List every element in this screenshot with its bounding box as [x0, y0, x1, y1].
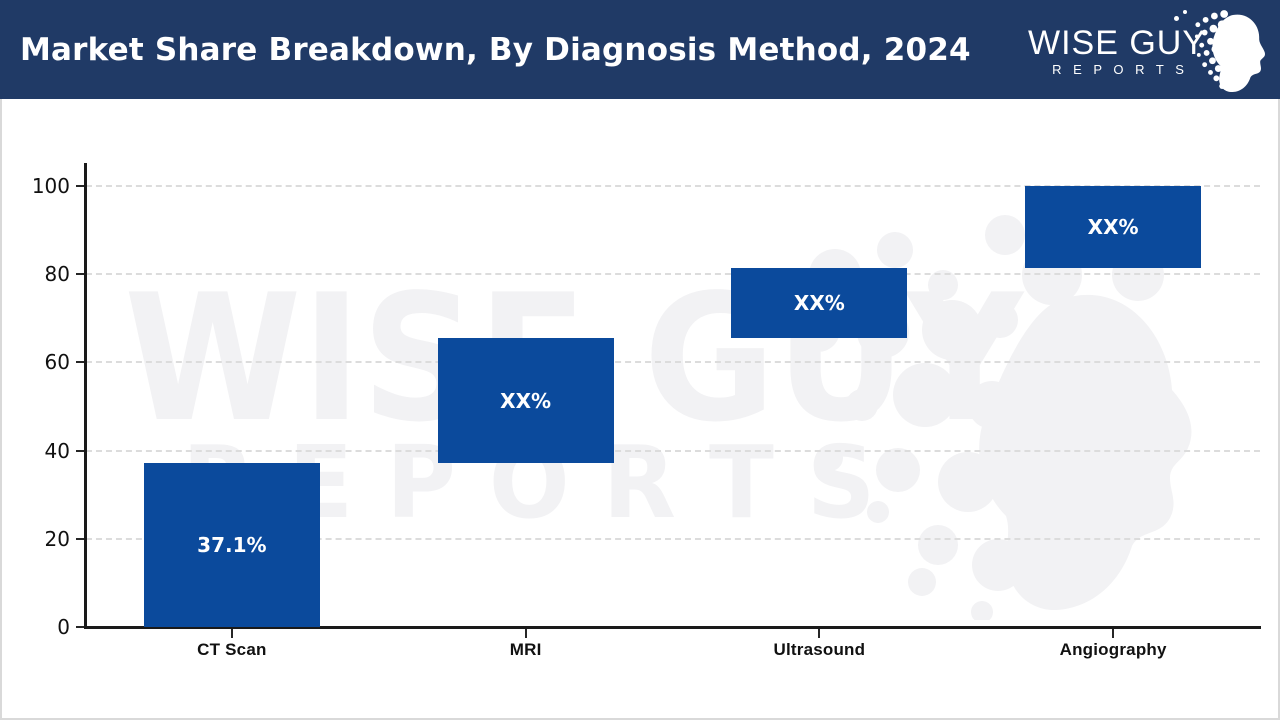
bar-angiography: XX% — [1025, 186, 1202, 269]
y-tick-label-40: 40 — [44, 438, 70, 463]
logo-dot — [1183, 9, 1187, 14]
bar-value-label: 37.1% — [197, 533, 267, 558]
y-tick-100 — [76, 185, 85, 187]
gridline-80 — [86, 273, 1260, 276]
content-frame — [0, 99, 1280, 720]
x-tick-2 — [818, 629, 821, 638]
gridline-100 — [86, 185, 1260, 187]
y-tick-label-60: 60 — [44, 350, 70, 375]
category-label-1: MRI — [509, 640, 542, 659]
bar-value-label: XX% — [500, 388, 552, 413]
bar-value-label: XX% — [1087, 215, 1139, 240]
y-tick-80 — [76, 273, 85, 276]
bar-mri: XX% — [437, 338, 614, 464]
gridline-20 — [86, 537, 1260, 540]
bar-ultrasound: XX% — [731, 268, 908, 339]
bar-ct-scan: 37.1% — [143, 463, 320, 627]
header-bar: Market Share Breakdown, By Diagnosis Met… — [0, 0, 1280, 99]
face-profile-icon — [1194, 9, 1266, 92]
y-tick-label-100: 100 — [31, 174, 70, 198]
category-label-3: Angiography — [1059, 640, 1167, 659]
logo-subtitle: R E P O R T S — [1052, 61, 1188, 77]
y-tick-40 — [76, 449, 85, 452]
y-tick-20 — [76, 537, 85, 540]
wise-guy-reports-logo: WISE GUY R E P O R T S — [1028, 4, 1266, 96]
category-label-0: CT Scan — [197, 640, 267, 659]
x-axis-line — [84, 626, 1261, 629]
y-tick-0 — [76, 626, 85, 628]
logo-dot — [1174, 15, 1179, 21]
y-tick-60 — [76, 361, 85, 364]
bar-value-label: XX% — [793, 291, 845, 316]
gridline-40 — [86, 449, 1260, 452]
x-tick-3 — [1112, 629, 1115, 638]
y-axis-line — [84, 163, 87, 629]
gridline-60 — [86, 361, 1260, 364]
logo-wordmark: WISE GUY — [1028, 23, 1207, 62]
x-tick-1 — [524, 629, 527, 638]
page-title: Market Share Breakdown, By Diagnosis Met… — [20, 31, 971, 68]
x-tick-0 — [230, 629, 233, 638]
category-label-2: Ultrasound — [773, 640, 866, 659]
y-tick-label-20: 20 — [44, 526, 70, 551]
y-tick-label-0: 0 — [57, 615, 70, 639]
y-tick-label-80: 80 — [44, 262, 70, 287]
